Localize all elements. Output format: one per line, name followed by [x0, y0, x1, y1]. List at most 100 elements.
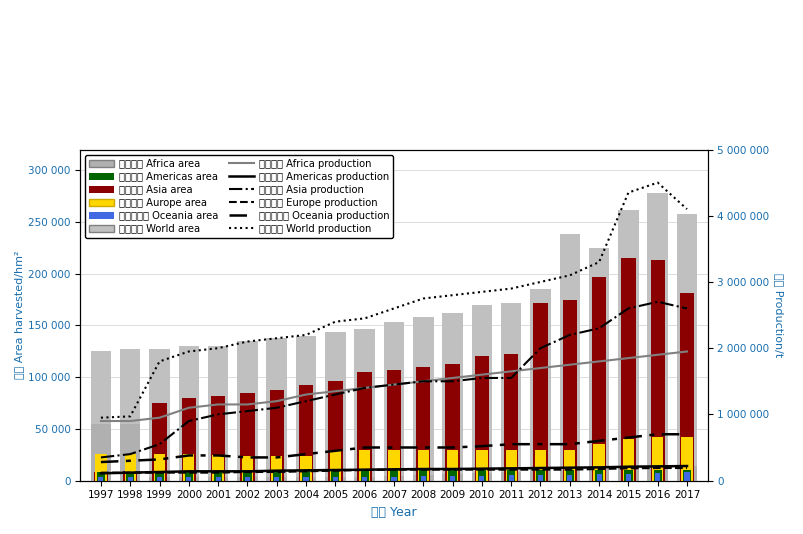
欧洲产量 Europe production — [389, 467, 398, 473]
Bar — [420, 476, 426, 481]
美洲产量 Americas production — [184, 468, 194, 475]
Bar — [653, 470, 661, 481]
Bar — [562, 300, 577, 481]
美洲产量 Americas production — [593, 464, 603, 470]
非洲产量 Africa production — [476, 372, 486, 378]
大洋洲产量 Oceania production — [96, 459, 106, 465]
非洲产量 Africa production — [271, 398, 281, 404]
世界产量 World production — [389, 305, 398, 312]
世界产量 World production — [360, 315, 369, 321]
Bar — [479, 476, 484, 481]
非洲产量 Africa production — [330, 388, 340, 395]
Bar — [266, 338, 287, 481]
Line: 欧洲产量 Europe production: 欧洲产量 Europe production — [101, 468, 686, 473]
Bar — [567, 475, 572, 481]
Bar — [471, 305, 491, 481]
Bar — [618, 209, 638, 481]
Bar — [564, 450, 575, 481]
美洲产量 Americas production — [476, 466, 486, 472]
欧洲产量 Europe production — [360, 467, 369, 473]
Bar — [416, 367, 430, 481]
Bar — [361, 477, 367, 481]
Line: 美洲产量 Americas production: 美洲产量 Americas production — [101, 466, 686, 473]
Bar — [208, 477, 228, 481]
亚洲产量 Asia production — [476, 375, 486, 381]
欧洲产量 Europe production — [447, 467, 457, 473]
美洲产量 Americas production — [565, 465, 574, 471]
美洲产量 Americas production — [418, 466, 427, 472]
Bar — [450, 476, 454, 481]
Bar — [389, 470, 397, 481]
Bar — [245, 477, 250, 481]
Bar — [650, 260, 664, 481]
欧洲产量 Europe production — [506, 467, 516, 473]
Bar — [120, 423, 141, 481]
亚洲产量 Asia production — [243, 408, 252, 414]
欧洲产量 Europe production — [184, 469, 194, 476]
大洋洲产量 Oceania production — [623, 434, 633, 441]
Bar — [529, 289, 550, 481]
Bar — [157, 477, 162, 481]
非洲产量 Africa production — [389, 381, 398, 388]
美洲产量 Americas production — [271, 467, 281, 474]
Bar — [95, 454, 107, 481]
非洲产量 Africa production — [565, 362, 574, 368]
Bar — [388, 450, 399, 481]
欧洲产量 Europe production — [623, 465, 633, 472]
大洋洲产量 Oceania production — [476, 443, 486, 450]
非洲产量 Africa production — [535, 365, 544, 371]
Bar — [593, 444, 604, 481]
大洋洲产量 Oceania production — [154, 456, 164, 462]
Bar — [324, 477, 345, 481]
亚洲产量 Asia production — [213, 411, 222, 418]
Bar — [537, 475, 542, 481]
欧洲产量 Europe production — [125, 469, 135, 476]
欧洲产量 Europe production — [593, 466, 603, 472]
世界产量 World production — [418, 295, 427, 302]
Bar — [618, 468, 638, 481]
Bar — [212, 455, 223, 481]
Bar — [682, 470, 691, 481]
Bar — [331, 472, 339, 481]
Line: 非洲产量 Africa production: 非洲产量 Africa production — [101, 351, 686, 421]
Bar — [266, 477, 287, 481]
大洋洲产量 Oceania production — [506, 441, 516, 447]
亚洲产量 Asia production — [389, 381, 398, 388]
Bar — [676, 214, 696, 481]
Bar — [302, 472, 310, 481]
Bar — [625, 474, 630, 481]
亚洲产量 Asia production — [184, 418, 194, 424]
美洲产量 Americas production — [535, 465, 544, 471]
Bar — [186, 477, 191, 481]
美洲产量 Americas production — [389, 466, 398, 473]
Bar — [91, 423, 111, 481]
Bar — [128, 477, 132, 481]
欧洲产量 Europe production — [271, 469, 281, 475]
世界产量 World production — [301, 332, 311, 338]
Bar — [354, 477, 374, 481]
Bar — [91, 351, 111, 481]
世界产量 World production — [681, 206, 691, 213]
世界产量 World production — [184, 348, 194, 355]
非洲产量 Africa production — [593, 358, 603, 365]
世界产量 World production — [652, 179, 662, 186]
Bar — [383, 476, 404, 481]
Bar — [328, 381, 342, 481]
美洲产量 Americas production — [213, 468, 222, 475]
美洲产量 Americas production — [154, 469, 164, 475]
美洲产量 Americas production — [301, 467, 311, 474]
Bar — [565, 470, 573, 481]
Bar — [386, 370, 401, 481]
Bar — [178, 346, 199, 481]
Legend: 非洲面积 Africa area, 美洲面积 Americas area, 亚洲面积 Asia area, 欧洲面积 Aurope area, 大洋洲面积 Oc: 非洲面积 Africa area, 美洲面积 Americas area, 亚洲… — [85, 154, 393, 238]
Bar — [442, 313, 463, 481]
非洲产量 Africa production — [184, 405, 194, 411]
亚洲产量 Asia production — [96, 454, 106, 461]
Bar — [594, 470, 602, 481]
大洋洲产量 Oceania production — [447, 444, 457, 451]
Bar — [324, 332, 345, 481]
亚洲产量 Asia production — [506, 375, 516, 381]
Bar — [534, 450, 545, 481]
欧洲产量 Europe production — [154, 469, 164, 476]
Bar — [214, 473, 222, 481]
